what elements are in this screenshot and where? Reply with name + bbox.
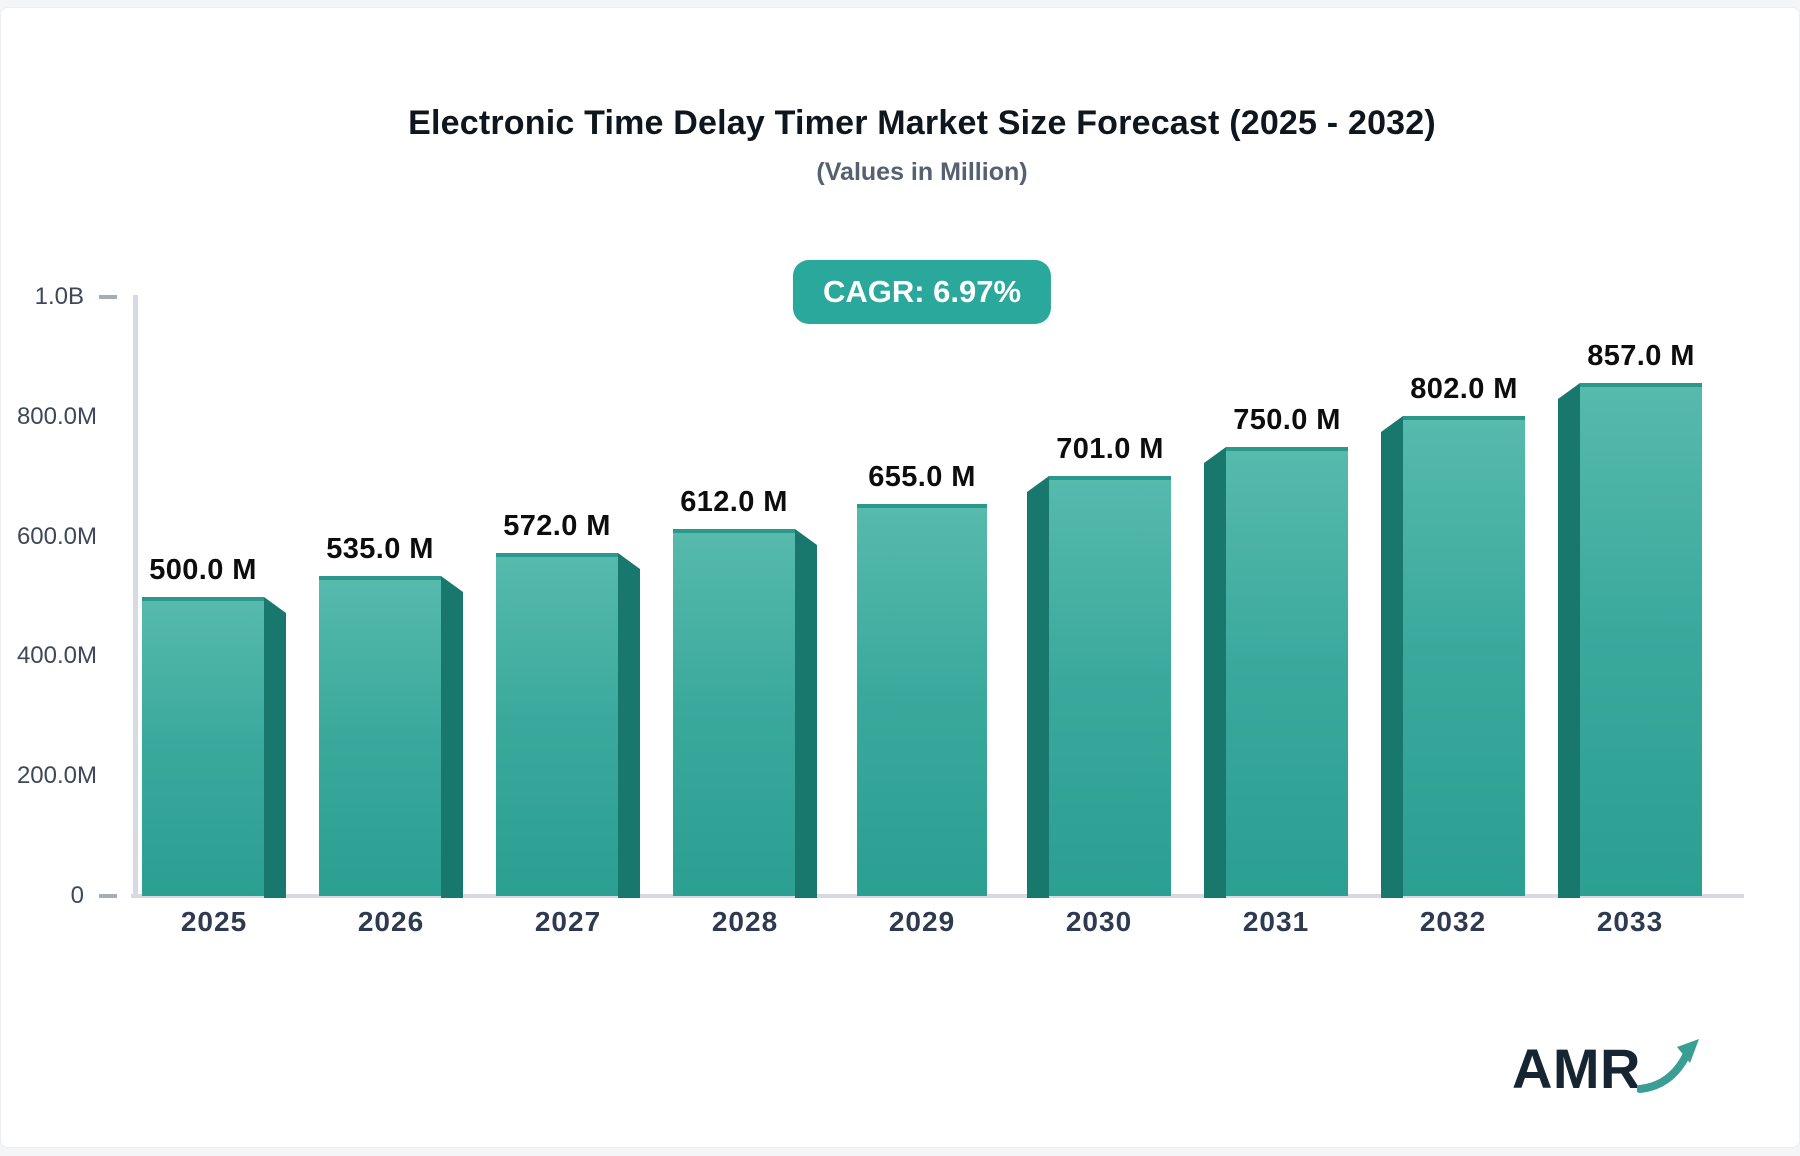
bar-side-rect bbox=[1558, 398, 1580, 898]
bar-2026[interactable]: 535.0 M bbox=[319, 533, 463, 898]
x-axis-label-2032: 2032 bbox=[1419, 906, 1487, 937]
bar-2030[interactable]: 701.0 M bbox=[1027, 433, 1171, 898]
y-tick-text: 0 bbox=[70, 882, 84, 909]
trend-up-arrow-icon bbox=[1637, 1039, 1699, 1093]
bar-2029[interactable]: 655.0 M bbox=[857, 461, 987, 896]
y-tick-label: 600.0M bbox=[17, 522, 117, 552]
bar-top-bevel bbox=[441, 575, 463, 592]
bar-value-label: 500.0 M bbox=[149, 553, 257, 586]
bar-face: 802.0 M bbox=[1403, 373, 1525, 896]
bar-top-bevel bbox=[795, 529, 817, 546]
amr-logo-text: AMR bbox=[1511, 1037, 1641, 1100]
y-axis-line bbox=[133, 295, 138, 898]
y-tick-text: 200.0M bbox=[16, 762, 97, 790]
x-axis-label-2029: 2029 bbox=[888, 906, 956, 937]
x-axis-baseline bbox=[131, 894, 1744, 898]
y-tick-label: 1.0B bbox=[35, 282, 117, 312]
bar-face: 612.0 M bbox=[673, 486, 795, 896]
bar-side-rect bbox=[264, 612, 286, 898]
bar-side-face bbox=[1558, 382, 1580, 898]
bar-top-bevel bbox=[1381, 415, 1403, 432]
bar-side-face bbox=[1204, 446, 1226, 898]
chart-card: Electronic Time Delay Timer Market Size … bbox=[0, 7, 1800, 1148]
y-tick-label: 400.0M bbox=[17, 641, 117, 671]
bar-side-face bbox=[264, 596, 286, 898]
bar-2025[interactable]: 500.0 M bbox=[142, 554, 286, 898]
bar-side-rect bbox=[618, 569, 640, 898]
y-tick-text: 400.0M bbox=[16, 642, 97, 670]
bar-face: 572.0 M bbox=[496, 510, 618, 896]
x-axis-label-2033: 2033 bbox=[1596, 906, 1664, 937]
bar-top-bevel bbox=[1558, 382, 1580, 399]
bar-value-label: 535.0 M bbox=[326, 532, 434, 565]
bar-face: 701.0 M bbox=[1049, 433, 1171, 896]
bar-2033[interactable]: 857.0 M bbox=[1558, 340, 1702, 898]
bar-value-label: 701.0 M bbox=[1056, 433, 1164, 466]
bar-chart-plot: 0 200.0M 400.0M 600.0M 800.0M 1.0B 500.0 M 535… bbox=[1, 8, 1799, 1147]
bar-top-bevel bbox=[1204, 446, 1226, 463]
x-axis-label-2026: 2026 bbox=[357, 906, 425, 937]
bar-value-label: 572.0 M bbox=[503, 510, 611, 543]
y-tick-label: 800.0M bbox=[17, 402, 117, 432]
bar-2031[interactable]: 750.0 M bbox=[1204, 404, 1348, 898]
x-axis-label-2031: 2031 bbox=[1242, 906, 1310, 937]
bar-side-rect bbox=[795, 545, 817, 898]
bar-2027[interactable]: 572.0 M bbox=[496, 510, 640, 898]
bar-side-rect bbox=[441, 591, 463, 898]
y-tick-text: 600.0M bbox=[16, 522, 97, 550]
bar-2028[interactable]: 612.0 M bbox=[673, 486, 817, 898]
bar-top-bevel bbox=[264, 596, 286, 613]
y-tick-dash bbox=[99, 894, 117, 898]
cagr-badge: CAGR: 6.97% bbox=[792, 260, 1052, 324]
bar-value-label: 750.0 M bbox=[1233, 403, 1341, 436]
x-axis-label-2027: 2027 bbox=[534, 906, 602, 937]
bar-face: 535.0 M bbox=[319, 533, 441, 896]
x-axis-label-2028: 2028 bbox=[711, 906, 779, 937]
bar-value-label: 857.0 M bbox=[1587, 339, 1695, 372]
bar-face: 500.0 M bbox=[142, 554, 264, 896]
y-tick-text: 800.0M bbox=[16, 402, 97, 430]
bar-side-rect bbox=[1204, 462, 1226, 898]
bar-side-face bbox=[1381, 415, 1403, 898]
bar-value-label: 612.0 M bbox=[680, 486, 788, 519]
bar-face: 655.0 M bbox=[857, 461, 987, 896]
bar-side-face bbox=[618, 553, 640, 898]
bar-2032[interactable]: 802.0 M bbox=[1381, 373, 1525, 898]
chart-title: Electronic Time Delay Timer Market Size … bbox=[408, 104, 1436, 142]
y-tick-dash bbox=[99, 295, 117, 299]
chart-subtitle: (Values in Million) bbox=[816, 158, 1028, 186]
bar-face: 857.0 M bbox=[1580, 340, 1702, 896]
bar-top-bevel bbox=[1027, 476, 1049, 493]
bar-value-label: 802.0 M bbox=[1410, 372, 1518, 405]
bar-side-rect bbox=[1381, 431, 1403, 898]
amr-logo: AMR bbox=[1512, 1037, 1701, 1097]
y-tick-label: 0 bbox=[71, 881, 117, 911]
x-axis-label-2030: 2030 bbox=[1065, 906, 1133, 937]
bar-side-face bbox=[1027, 476, 1049, 898]
y-tick-label: 200.0M bbox=[17, 761, 117, 791]
bar-top-bevel bbox=[618, 553, 640, 570]
bar-face: 750.0 M bbox=[1226, 404, 1348, 896]
bar-value-label: 655.0 M bbox=[868, 460, 976, 493]
y-tick-text: 1.0B bbox=[34, 283, 84, 310]
x-axis-label-2025: 2025 bbox=[180, 906, 248, 937]
bar-side-face bbox=[795, 529, 817, 898]
bar-side-rect bbox=[1027, 492, 1049, 898]
bar-side-face bbox=[441, 575, 463, 898]
